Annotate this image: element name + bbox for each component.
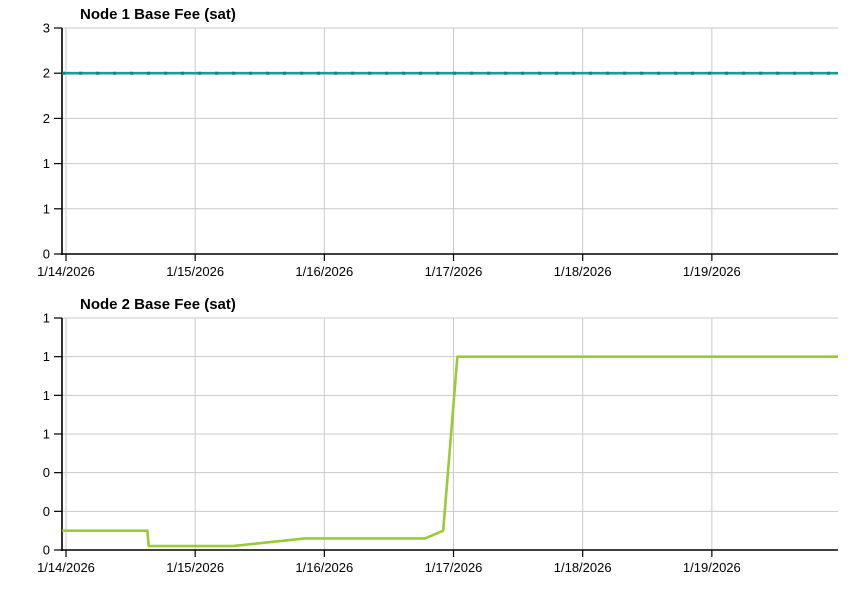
y-tick-label: 1: [43, 201, 50, 216]
y-tick-label: 1: [43, 427, 50, 442]
x-tick-label: 1/18/2026: [554, 560, 612, 575]
x-tick-label: 1/17/2026: [425, 560, 483, 575]
x-tick-label: 1/17/2026: [425, 264, 483, 279]
y-tick-label: 3: [43, 21, 50, 36]
y-tick-label: 1: [43, 388, 50, 403]
x-tick-label: 1/19/2026: [683, 560, 741, 575]
y-tick-label: 2: [43, 111, 50, 126]
node1-chart-title: Node 1 Base Fee (sat): [80, 6, 236, 23]
y-tick-label: 0: [43, 465, 50, 480]
node2-chart-title: Node 2 Base Fee (sat): [80, 296, 236, 313]
y-tick-label: 2: [43, 66, 50, 81]
x-tick-label: 1/14/2026: [37, 264, 95, 279]
y-tick-label: 0: [43, 543, 50, 558]
y-tick-label: 1: [43, 349, 50, 364]
y-tick-label: 1: [43, 311, 50, 326]
x-tick-label: 1/14/2026: [37, 560, 95, 575]
y-tick-label: 1: [43, 156, 50, 171]
x-tick-label: 1/16/2026: [295, 264, 353, 279]
y-tick-label: 0: [43, 247, 50, 262]
x-tick-label: 1/15/2026: [166, 560, 224, 575]
x-tick-label: 1/18/2026: [554, 264, 612, 279]
y-tick-label: 0: [43, 504, 50, 519]
x-tick-label: 1/16/2026: [295, 560, 353, 575]
series-line: [62, 355, 838, 548]
x-tick-label: 1/19/2026: [683, 264, 741, 279]
x-tick-label: 1/15/2026: [166, 264, 224, 279]
